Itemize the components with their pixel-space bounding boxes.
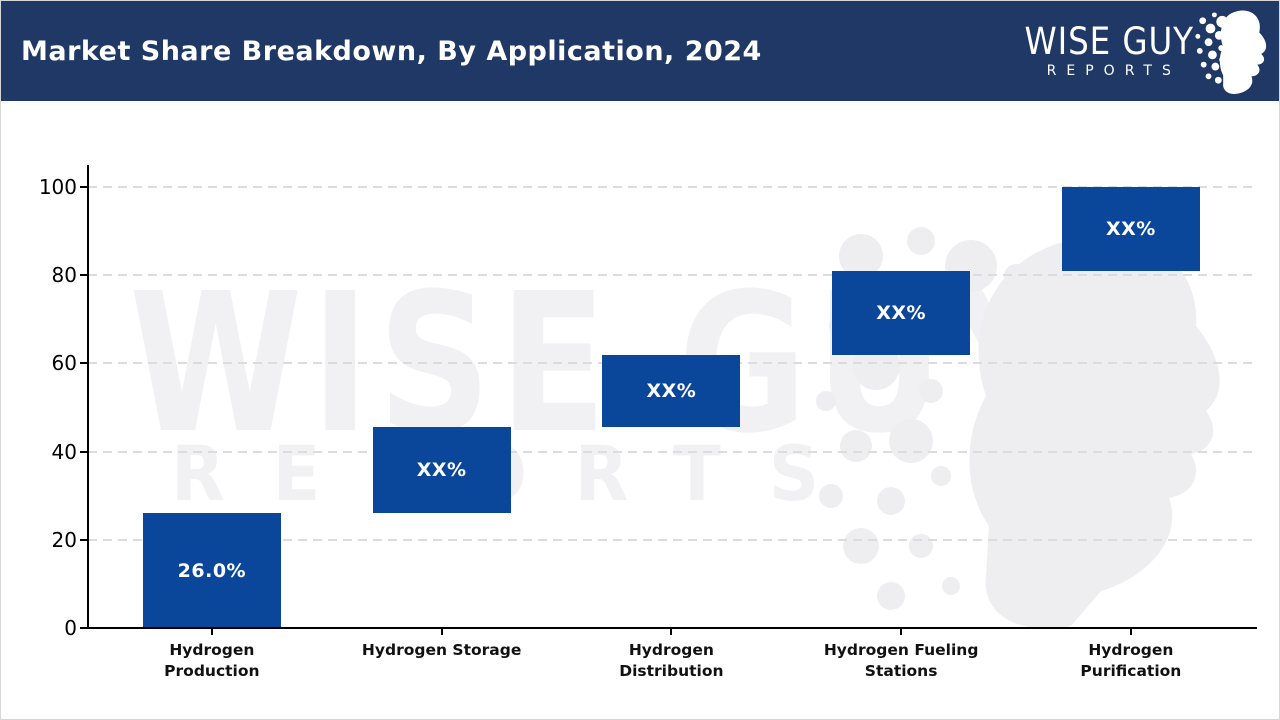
bar-segment-1: 26.0% [142, 513, 281, 628]
bar-segment-2: XX% [372, 427, 511, 514]
category-label-2: Hydrogen Storage [361, 641, 522, 659]
bar-value-label: XX% [646, 379, 697, 402]
x-tick-mark-4 [900, 629, 903, 635]
chart-title: Market Share Breakdown, By Application, … [21, 35, 762, 67]
bar-value-label: XX% [416, 459, 467, 482]
logo-head-icon [1195, 10, 1267, 94]
report-header: Market Share Breakdown, By Application, … [1, 1, 1279, 101]
y-tick-mark-20 [80, 538, 87, 541]
gridline-20 [88, 538, 1257, 541]
y-tick-label-40: 40 [51, 439, 77, 464]
y-tick-label-0: 0 [64, 616, 77, 640]
bar-value-label: 26.0% [177, 559, 247, 582]
y-tick-mark-0 [80, 627, 87, 629]
bar-segment-3: XX% [602, 354, 741, 428]
wise-guy-reports-logo: WISE GUY REPORTS [1013, 5, 1269, 95]
bar-value-label: XX% [876, 301, 927, 324]
category-label-4: Hydrogen Fueling Stations [823, 641, 979, 680]
bar-value-label: XX% [1105, 217, 1156, 240]
logo-subtitle: REPORTS [1046, 62, 1181, 79]
x-tick-mark-1 [210, 629, 213, 635]
x-tick-mark-3 [670, 629, 673, 635]
x-tick-mark-2 [440, 629, 443, 635]
x-axis-line [87, 627, 1257, 629]
y-tick-label-60: 60 [51, 351, 77, 376]
y-tick-mark-40 [80, 450, 87, 453]
y-axis-line [87, 165, 89, 629]
category-label-1: Hydrogen Production [164, 641, 260, 680]
logo-wordmark: WISE GUY [1024, 19, 1194, 63]
category-label-3: Hydrogen Distribution [619, 641, 724, 680]
y-tick-mark-100 [80, 186, 87, 188]
gridline-40 [88, 450, 1257, 453]
y-tick-label-80: 80 [51, 263, 77, 288]
watermark-text-line2: REPORTS [171, 429, 867, 518]
y-tick-mark-60 [80, 362, 87, 365]
category-label-5: Hydrogen Purification [1080, 641, 1182, 680]
y-tick-label-100: 100 [38, 175, 77, 199]
x-tick-mark-5 [1129, 629, 1132, 635]
gridline-80 [88, 274, 1257, 277]
bar-segment-5: XX% [1061, 187, 1200, 271]
y-tick-mark-80 [80, 274, 87, 277]
y-tick-label-20: 20 [51, 527, 77, 552]
bar-segment-4: XX% [832, 270, 971, 355]
logo-text: WISE GUY REPORTS [1013, 19, 1205, 79]
gridline-100 [88, 186, 1257, 188]
